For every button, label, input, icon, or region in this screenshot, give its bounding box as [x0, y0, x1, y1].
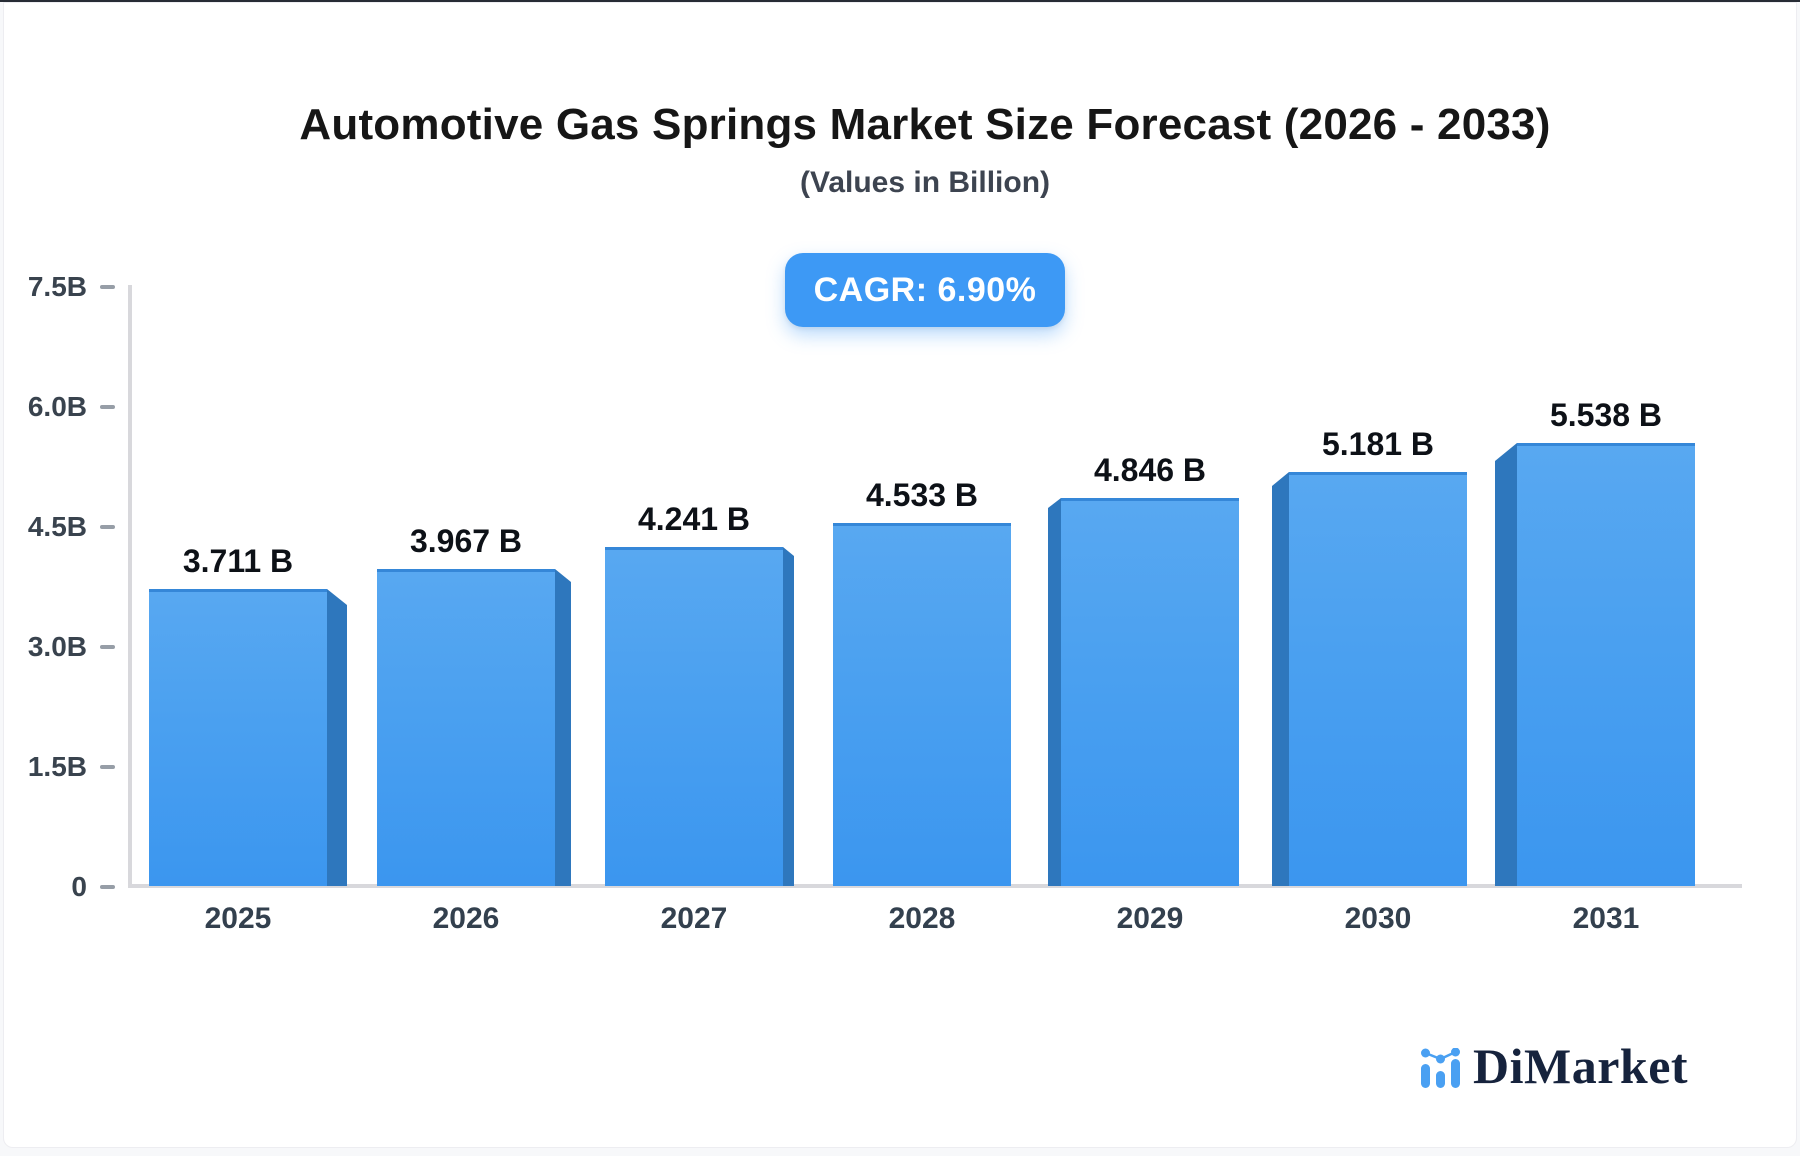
y-axis-label: 3.0B	[27, 631, 87, 662]
bar	[605, 547, 783, 886]
y-axis-label: 0	[71, 871, 87, 902]
bar	[149, 589, 327, 886]
bar-value-label: 4.533 B	[865, 477, 979, 513]
bar-3d-side	[327, 589, 347, 886]
y-axis-line	[128, 285, 132, 886]
y-axis-tick	[100, 645, 115, 649]
x-axis-label: 2025	[204, 902, 272, 935]
y-axis-tick	[100, 285, 115, 289]
y-axis-tick	[100, 885, 115, 889]
top-edge-line	[0, 0, 1800, 2]
bar-value-label: 3.967 B	[409, 523, 523, 559]
y-axis-tick	[100, 405, 115, 409]
x-axis-label: 2026	[432, 902, 500, 935]
chart-subtitle: (Values in Billion)	[799, 166, 1051, 199]
x-axis-label: 2029	[1116, 902, 1184, 935]
bar-value-label: 3.711 B	[182, 543, 294, 579]
y-axis-label: 1.5B	[27, 751, 87, 782]
logo-text: DiMarket	[1473, 1038, 1689, 1094]
x-axis-label: 2027	[660, 902, 728, 935]
bar	[1517, 443, 1695, 886]
bar-value-label: 4.846 B	[1093, 452, 1207, 488]
bar-chart-logo-icon	[1421, 1048, 1460, 1088]
bar-3d-side	[783, 547, 794, 886]
bar-value-label: 4.241 B	[637, 501, 751, 537]
bar-3d-side	[1048, 498, 1061, 886]
y-axis-label: 4.5B	[27, 511, 87, 542]
logo: DiMarket	[1421, 1040, 1688, 1092]
x-axis-label: 2031	[1572, 902, 1640, 935]
x-axis-label: 2028	[888, 902, 956, 935]
cagr-badge: CAGR: 6.90%	[785, 253, 1065, 327]
cagr-badge-label: CAGR: 6.90%	[813, 270, 1037, 309]
bar-value-label: 5.538 B	[1549, 397, 1663, 433]
chart-title: Automotive Gas Springs Market Size Forec…	[299, 100, 1551, 149]
bar-3d-side	[1495, 443, 1517, 886]
y-axis-tick	[100, 765, 115, 769]
bar-3d-side	[1272, 472, 1289, 886]
bar-3d-side	[555, 569, 571, 886]
y-axis-label: 7.5B	[27, 271, 87, 302]
bar	[1289, 472, 1467, 886]
bar	[377, 569, 555, 886]
bar-value-label: 5.181 B	[1321, 426, 1435, 462]
x-axis-line	[128, 884, 1742, 888]
bar	[833, 523, 1011, 886]
y-axis-tick	[100, 525, 115, 529]
x-axis-label: 2030	[1344, 902, 1412, 935]
bar	[1061, 498, 1239, 886]
y-axis-label: 6.0B	[27, 391, 87, 422]
